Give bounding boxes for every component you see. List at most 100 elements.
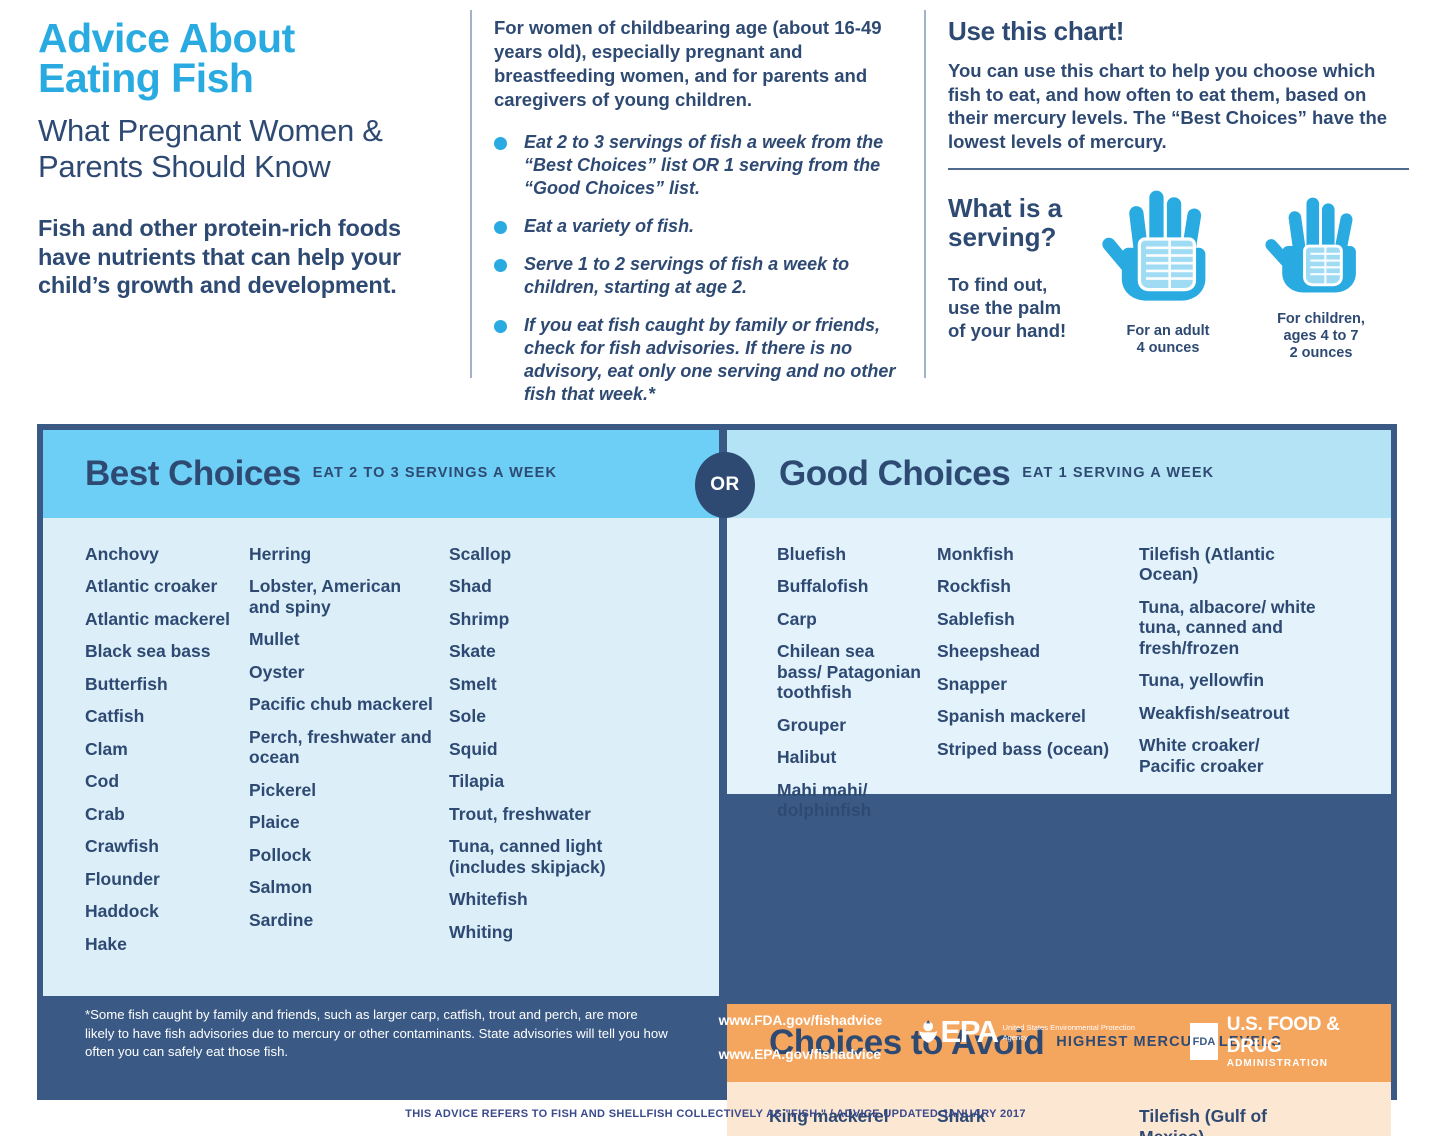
serving-illustration-row: What is a serving? To find out, use the …	[948, 180, 1409, 363]
child-caption-line-3: 2 ounces	[1289, 345, 1353, 362]
child-serving-caption: For children, ages 4 to 7 2 ounces	[1262, 311, 1380, 363]
list-item: Tuna, albacore/ white tuna, canned and f…	[1139, 596, 1316, 658]
best-choices-column-1: Anchovy Atlantic croaker Atlantic macker…	[43, 544, 249, 966]
list-item: Lobster, American and spiny	[249, 576, 402, 617]
list-item: Cod	[85, 771, 120, 792]
avoid-title: Choices to Avoid	[769, 1023, 1045, 1062]
list-item: Butterfish	[85, 673, 168, 694]
best-choices-subtitle: EAT 2 TO 3 SERVINGS A WEEK	[312, 464, 558, 481]
adult-hand-icon	[1102, 190, 1206, 301]
list-item: Rockfish	[937, 576, 1011, 597]
list-item: Black sea bass	[85, 641, 211, 662]
list-item: Chilean sea bass/ Patagonian toothfish	[777, 641, 921, 703]
fda-mark-icon: FDA	[1190, 1023, 1218, 1060]
list-item: Buffalofish	[777, 576, 869, 597]
use-chart-column: Use this chart! You can use this chart t…	[926, 0, 1431, 400]
adult-serving-caption: For an adult 4 ounces	[1102, 323, 1234, 358]
best-choices-column-3: Scallop Shad Shrimp Skate Smelt Sole Squ…	[449, 544, 659, 966]
list-item: Salmon	[249, 877, 313, 898]
footnote-text: *Some fish caught by family and friends,…	[85, 1007, 668, 1060]
list-item: Skate	[449, 641, 496, 662]
use-chart-paragraph: You can use this chart to help you choos…	[948, 60, 1388, 153]
list-item: Tilapia	[449, 771, 505, 792]
list-item: Tuna, yellowfin	[1139, 670, 1265, 691]
footer-agency-area: www.FDA.gov/fishadvice www.EPA.gov/fisha…	[701, 1002, 1391, 1072]
avoid-subtitle: HIGHEST MERCURY LEVELS	[1056, 1033, 1282, 1050]
list-item: Squid	[449, 738, 498, 759]
bullet-dot-icon	[494, 320, 507, 334]
title-line-2: Eating Fish	[38, 55, 254, 102]
good-choices-subtitle: EAT 1 SERVING A WEEK	[1022, 464, 1215, 481]
intro-statement: Fish and other protein-rich foods have n…	[38, 215, 401, 299]
panel-footer: *Some fish caught by family and friends,…	[43, 990, 1391, 1094]
child-caption-line-2: ages 4 to 7	[1283, 328, 1359, 345]
list-item: Tilefish (Gulf of Mexico)	[1139, 1106, 1268, 1136]
best-choices-section: Best Choices EAT 2 TO 3 SERVINGS A WEEK …	[43, 430, 719, 996]
list-item: Shrimp	[449, 608, 510, 629]
list-item: Snapper	[937, 673, 1008, 694]
list-item: Whitefish	[449, 889, 528, 910]
list-item: Mahi mahi/ dolphinfish	[777, 779, 872, 821]
avoid-column-2: Shark Swordfish	[937, 1106, 1139, 1136]
adult-caption-line-1: For an adult	[1126, 322, 1210, 339]
child-caption-line-1: For children,	[1277, 310, 1365, 327]
list-item: Striped bass (ocean)	[937, 738, 1110, 759]
list-item: Flounder	[85, 868, 160, 889]
list-item: Pickerel	[249, 779, 317, 800]
list-item: Catfish	[85, 706, 145, 727]
good-choices-title: Good Choices	[779, 454, 1011, 493]
page-title: Advice About Eating Fish	[38, 15, 440, 102]
list-item: Sardine	[249, 909, 314, 930]
bullet-dot-icon	[494, 259, 507, 273]
epa-agency-name: United States Environmental Protection A…	[1002, 1023, 1136, 1042]
list-item: Eat a variety of fish.	[494, 215, 904, 238]
list-item: Grouper	[777, 714, 847, 735]
list-item: Plaice	[249, 812, 300, 833]
good-choices-section: Good Choices EAT 1 SERVING A WEEK Bluefi…	[727, 430, 1391, 996]
advice-bullet-list: Eat 2 to 3 servings of fish a week from …	[494, 131, 904, 406]
list-item: Serve 1 to 2 servings of fish a week to …	[494, 253, 904, 299]
bullet-dot-icon	[494, 137, 507, 151]
list-item: Pacific chub mackerel	[249, 694, 433, 715]
list-item: Whiting	[449, 921, 514, 942]
bullet-text: Serve 1 to 2 servings of fish a week to …	[524, 254, 850, 298]
avoid-header: Choices to Avoid HIGHEST MERCURY LEVELS	[727, 1004, 1391, 1082]
list-item: If you eat fish caught by family or frie…	[494, 314, 904, 406]
list-item: Clam	[85, 738, 128, 759]
list-item: Halibut	[777, 747, 837, 768]
bullet-text: If you eat fish caught by family or frie…	[524, 315, 896, 405]
list-item: Tilefish (Atlantic Ocean)	[1139, 544, 1275, 585]
horizontal-divider	[948, 167, 1409, 170]
fda-url-link[interactable]: www.FDA.gov/fishadvice	[718, 1013, 883, 1028]
list-item: Trout, freshwater	[449, 803, 591, 824]
list-item: Sablefish	[937, 608, 1015, 629]
epa-seal-icon	[919, 1019, 938, 1043]
avoid-list: King mackerel Marlin Orange roughy Shark…	[727, 1082, 1391, 1136]
list-item: Tuna, canned light (includes skipjack)	[449, 836, 606, 877]
bottom-disclaimer: THIS ADVICE REFERS TO FISH AND SHELLFISH…	[405, 1108, 1026, 1120]
fda-name-line-1: U.S. FOOD & DRUG	[1226, 1014, 1340, 1057]
bullet-text: Eat 2 to 3 servings of fish a week from …	[524, 132, 884, 199]
epa-wordmark: EPA	[940, 1014, 999, 1049]
adult-serving-figure: For an adult 4 ounces	[1102, 184, 1234, 358]
list-item: Pollock	[249, 844, 312, 865]
bullet-dot-icon	[494, 221, 507, 235]
title-line-1: Advice About	[38, 15, 295, 61]
list-item: Carp	[777, 608, 817, 629]
page-subtitle: What Pregnant Women & Parents Should Kno…	[38, 113, 383, 184]
choices-to-avoid-section: Choices to Avoid HIGHEST MERCURY LEVELS …	[727, 1004, 1391, 1136]
list-item: King mackerel	[769, 1106, 889, 1126]
list-item: Oyster	[249, 661, 305, 682]
list-item: Smelt	[449, 673, 497, 694]
good-choices-column-1: Bluefish Buffalofish Carp Chilean sea ba…	[727, 544, 937, 833]
list-item: Shark	[937, 1106, 986, 1126]
child-hand-icon	[1265, 197, 1356, 293]
list-item: Perch, freshwater and ocean	[249, 726, 432, 768]
good-choices-list: Bluefish Buffalofish Carp Chilean sea ba…	[727, 518, 1391, 820]
child-serving-figure: For children, ages 4 to 7 2 ounces	[1262, 184, 1380, 363]
epa-url-link[interactable]: www.EPA.gov/fishadvice	[718, 1046, 882, 1062]
good-choices-header: Good Choices EAT 1 SERVING A WEEK	[727, 430, 1391, 518]
list-item: Monkfish	[937, 544, 1014, 564]
vertical-divider-2	[924, 10, 926, 378]
